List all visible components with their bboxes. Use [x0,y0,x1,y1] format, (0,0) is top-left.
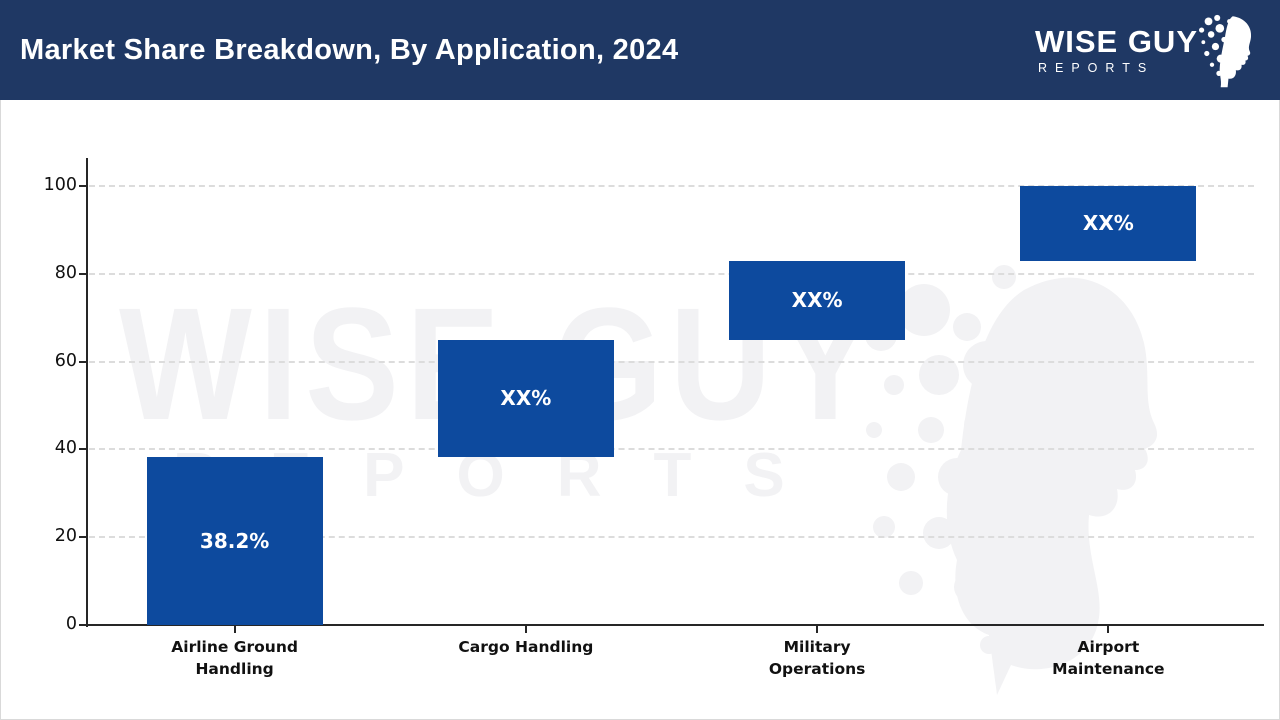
y-tick-mark [79,185,87,187]
gridline [89,448,1254,451]
y-axis-line [86,158,88,627]
watermark-head-profile-icon [865,265,1158,695]
y-tick-label: 20 [54,526,77,547]
logo-wordmark: WISE GUY [1034,23,1198,59]
logo-subtitle: REPORTS [1037,60,1155,75]
x-tick-mark [1107,626,1110,633]
y-tick-label: 0 [65,614,77,634]
y-tick-label: 80 [54,262,77,283]
x-category-label-line: Airport [1077,638,1140,656]
x-category-label: Airport Maintenance [988,636,1228,680]
y-tick-label: 40 [54,438,77,459]
gridline [89,185,1254,187]
x-category-label: Airline Ground Handling [115,636,355,680]
gridline [89,360,1254,363]
bar-value-label: XX% [1082,211,1134,236]
x-tick-mark [524,626,527,633]
x-category-label-line: Military [783,638,851,656]
y-tick-mark [79,272,87,275]
bar: 38.2% [146,457,323,625]
x-category-label: Military Operations [697,636,937,680]
y-tick-mark [79,448,87,451]
bar-value-label: XX% [500,386,552,411]
x-category-label-line: Maintenance [1052,660,1165,678]
x-category-label-line: Operations [768,660,866,678]
y-tick-label: 100 [43,175,77,195]
head-profile-dots-icon [1199,14,1252,88]
x-category-label: Cargo Handling [406,636,646,658]
bar: XX% [729,260,906,340]
wiseguy-logo-text: WISE GUY REPORTS [1034,23,1198,75]
bar: XX% [1020,186,1197,261]
chart-title: Market Share Breakdown, By Application, … [20,33,679,66]
x-tick-mark [233,626,236,633]
bar: XX% [437,339,614,458]
gridline [89,536,1254,539]
y-tick-label: 60 [54,350,77,371]
wiseguy-logo: WISE GUY REPORTS [1035,11,1256,89]
y-tick-mark [79,360,87,363]
x-category-label-line: Airline Ground [171,638,298,656]
y-tick-mark [79,624,87,626]
chart-canvas: WISE GUY REPORTS 0 20 40 60 80 100 38.2% Airlin… [0,100,1280,720]
x-axis-line [86,624,1264,626]
x-tick-mark [816,626,819,633]
bar-value-label: XX% [791,288,843,313]
x-category-label-line: Cargo Handling [458,638,594,656]
bar-value-label: 38.2% [199,529,270,554]
header-bar: Market Share Breakdown, By Application, … [0,0,1280,100]
gridline [89,272,1254,275]
x-category-label-line: Handling [195,660,274,678]
y-tick-mark [79,536,87,539]
